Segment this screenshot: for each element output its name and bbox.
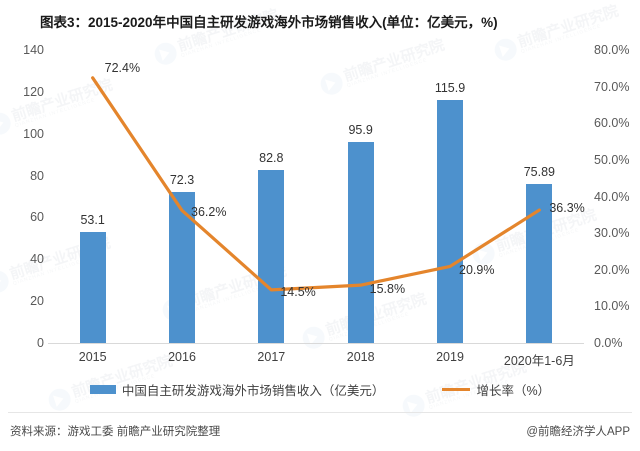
line-value-label: 15.8% xyxy=(369,282,406,297)
x-axis-tick: 2017 xyxy=(257,350,286,364)
legend-bar-swatch-icon xyxy=(89,385,116,394)
x-axis-line xyxy=(48,343,584,344)
bar-value-label: 115.9 xyxy=(434,81,466,96)
watermark-logo-icon xyxy=(0,109,14,138)
footer-divider xyxy=(8,412,632,413)
legend-line-swatch-icon xyxy=(442,388,471,391)
line-series xyxy=(91,76,541,292)
y-axis-right-tick: 70.0% xyxy=(594,79,630,94)
y-axis-right-tick: 80.0% xyxy=(594,43,630,57)
x-axis-tick: 2019 xyxy=(436,350,464,364)
bar-value-label: 75.89 xyxy=(523,165,555,180)
line-value-label: 72.4% xyxy=(104,60,141,75)
x-axis-tick: 2018 xyxy=(346,350,375,364)
y-axis-left-tick: 60 xyxy=(30,210,44,225)
x-axis-tick: 2015 xyxy=(78,350,107,364)
y-axis-left-tick: 40 xyxy=(30,252,44,267)
growth-rate-line xyxy=(91,76,541,292)
bar[interactable] xyxy=(347,142,374,343)
bar-value-label: 72.3 xyxy=(169,172,195,187)
brand-note: @前瞻经济学人APP xyxy=(526,426,630,438)
y-axis-right-tick: 60.0% xyxy=(594,116,630,131)
y-axis-right-tick: 0.0% xyxy=(594,336,623,350)
chart-title: 图表3：2015-2020年中国自主研发游戏海外市场销售收入(单位：亿美元，%) xyxy=(40,15,498,30)
bar-value-label: 82.8 xyxy=(259,150,284,165)
legend-label-growth-rate: 增长率（%） xyxy=(476,384,551,398)
y-axis-right-tick: 20.0% xyxy=(594,262,630,277)
y-axis-left-tick: 80 xyxy=(30,168,44,183)
y-axis-right-tick: 50.0% xyxy=(594,152,630,167)
x-axis-tick: 2016 xyxy=(168,350,196,364)
watermark-logo-icon xyxy=(0,267,12,296)
x-axis-tick: 2020年1-6月 xyxy=(503,354,575,368)
y-axis-left-tick: 0 xyxy=(37,336,44,350)
y-axis-right-tick: 40.0% xyxy=(594,189,630,204)
bar[interactable] xyxy=(79,231,106,343)
bar-value-label: 53.1 xyxy=(80,212,105,227)
bar-value-label: 95.9 xyxy=(348,123,373,138)
bar[interactable] xyxy=(437,100,463,343)
legend-item-growth-rate[interactable]: 增长率（%） xyxy=(442,380,550,399)
source-note: 资料来源：游戏工委 前瞻产业研究院整理 xyxy=(10,426,221,438)
y-axis-left-tick: 140 xyxy=(23,43,44,57)
y-axis-left-tick: 100 xyxy=(23,126,44,141)
bar[interactable] xyxy=(258,169,285,343)
y-axis-left-tick: 120 xyxy=(23,84,44,99)
line-value-label: 36.3% xyxy=(549,201,585,216)
legend-label-revenue: 中国自主研发游戏海外市场销售收入（亿美元） xyxy=(121,384,385,398)
y-axis-left-tick: 20 xyxy=(30,294,44,309)
line-value-label: 36.2% xyxy=(191,205,227,220)
line-value-label: 20.9% xyxy=(459,263,495,278)
y-axis-right-tick: 10.0% xyxy=(594,299,630,314)
line-value-label: 14.5% xyxy=(280,284,316,299)
plot-area xyxy=(48,50,584,343)
legend-item-revenue[interactable]: 中国自主研发游戏海外市场销售收入（亿美元） xyxy=(89,380,385,399)
chart-legend: 中国自主研发游戏海外市场销售收入（亿美元） 增长率（%） xyxy=(0,380,640,399)
y-axis-right-tick: 30.0% xyxy=(594,226,630,241)
